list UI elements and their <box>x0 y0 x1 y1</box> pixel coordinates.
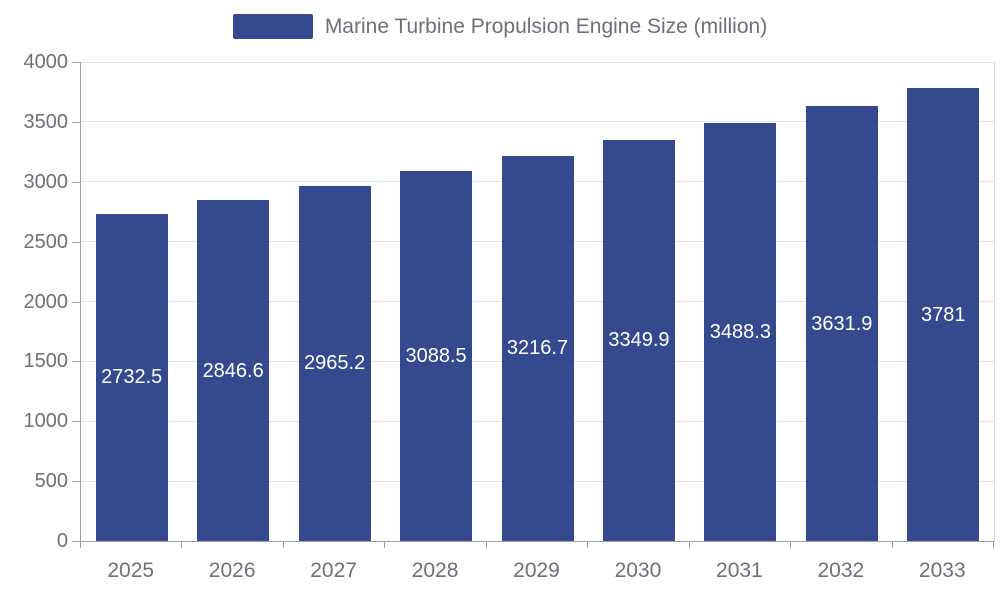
y-axis-tick <box>72 541 80 542</box>
gridline <box>81 121 994 123</box>
y-axis-tick <box>72 481 80 483</box>
x-axis-tick <box>587 542 589 548</box>
y-axis-label: 1500 <box>23 350 69 373</box>
y-axis-label: 4000 <box>23 51 69 73</box>
bar-value-label: 3216.7 <box>506 337 569 360</box>
y-axis-label: 1000 <box>23 410 69 433</box>
x-axis-label: 2025 <box>107 559 155 582</box>
legend-swatch <box>232 14 313 39</box>
x-axis-tick <box>282 542 284 548</box>
x-axis-tick <box>790 542 792 548</box>
x-axis-label: 2027 <box>310 559 357 582</box>
bar-value-label: 3781 <box>921 303 966 326</box>
y-axis-tick <box>72 62 80 63</box>
bar-value-label: 2965.2 <box>304 352 366 375</box>
plot-area: 2732.5 2846.6 2965.2 3088.5 3216.7 3349.9 3488… <box>80 61 995 542</box>
bar-value-label: 3631.9 <box>811 312 873 335</box>
y-axis-tick <box>72 241 80 243</box>
y-axis-label: 2000 <box>23 290 69 313</box>
x-axis-tick <box>993 542 994 548</box>
x-axis-tick <box>485 542 487 548</box>
y-axis-tick <box>72 421 80 423</box>
y-axis-tick <box>72 181 80 183</box>
bar[interactable]: 3488.3 <box>704 123 777 541</box>
y-axis-label: 3000 <box>23 170 69 193</box>
bar[interactable]: 3631.9 <box>805 106 878 541</box>
x-axis-label: 2029 <box>513 559 560 582</box>
bar[interactable]: 3088.5 <box>400 171 473 541</box>
bar-value-label: 3488.3 <box>709 321 771 344</box>
y-axis-label: 3500 <box>23 110 69 133</box>
x-axis-label: 2028 <box>411 559 459 582</box>
x-axis-tick <box>891 542 893 548</box>
bar-value-label: 2846.6 <box>202 359 264 382</box>
bar[interactable]: 2732.5 <box>95 213 168 541</box>
x-axis-tick <box>80 542 81 548</box>
y-axis-label: 2500 <box>23 230 69 253</box>
gridline <box>81 61 994 63</box>
x-axis-label: 2026 <box>208 559 256 582</box>
y-axis-tick <box>72 121 80 123</box>
y-axis-label: 0 <box>56 530 68 552</box>
y-axis-tick <box>72 361 80 363</box>
x-axis-label: 2030 <box>614 559 662 582</box>
bar[interactable]: 3349.9 <box>602 139 675 541</box>
bar[interactable]: 2846.6 <box>197 200 270 541</box>
legend[interactable]: Marine Turbine Propulsion Engine Size (m… <box>0 14 1000 39</box>
x-axis-tick <box>688 542 690 548</box>
bar-value-label: 2732.5 <box>101 366 163 389</box>
bar-value-label: 3088.5 <box>405 345 467 368</box>
y-axis-label: 500 <box>34 470 68 493</box>
y-axis-tick <box>72 301 80 303</box>
x-axis-label: 2032 <box>817 559 865 582</box>
bar[interactable]: 3216.7 <box>501 155 574 541</box>
x-axis-label: 2031 <box>716 559 763 582</box>
x-axis-tick <box>384 542 386 548</box>
bar-value-label: 3349.9 <box>608 329 670 352</box>
legend-label: Marine Turbine Propulsion Engine Size (m… <box>324 14 768 38</box>
x-axis-label: 2033 <box>918 559 966 582</box>
bar[interactable]: 2965.2 <box>298 185 371 541</box>
bar[interactable]: 3781 <box>907 88 980 541</box>
x-axis-tick <box>181 542 183 548</box>
